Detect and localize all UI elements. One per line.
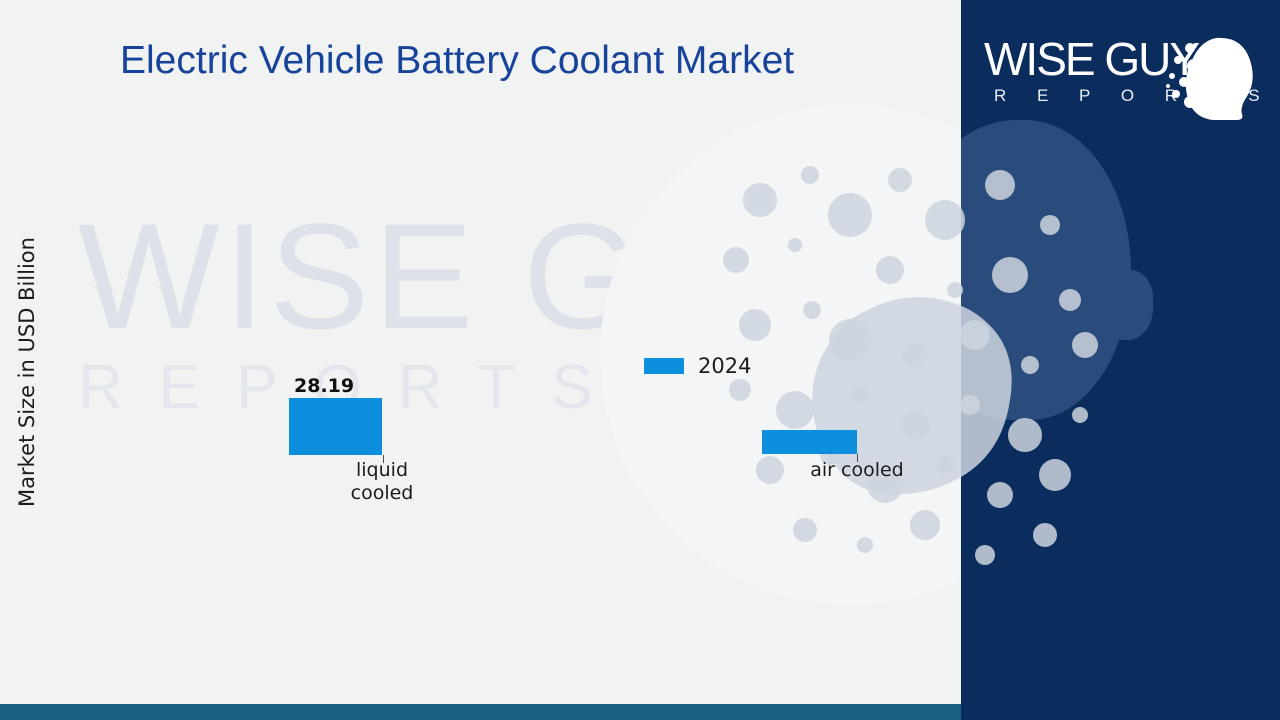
- tick-mark-1: [857, 454, 858, 462]
- bar-air-cooled[interactable]: [762, 430, 857, 454]
- bar-liquid-cooled[interactable]: [289, 398, 382, 455]
- tick-mark-0: [383, 455, 384, 463]
- legend-swatch-2024: [644, 358, 684, 374]
- bar-category-label-0: liquid cooled: [350, 459, 414, 504]
- head-silhouette-icon: [961, 120, 1153, 420]
- legend-label-2024: 2024: [698, 354, 752, 378]
- logo-head-icon: [1166, 37, 1253, 120]
- bar-category-label-1: air cooled: [810, 459, 904, 481]
- page-title: Electric Vehicle Battery Coolant Market: [120, 39, 795, 82]
- logo: WISE GUY R E P O R T S: [980, 32, 1260, 122]
- y-axis-label: Market Size in USD Billion: [15, 237, 39, 507]
- logo-primary-text: WISE GUY: [984, 33, 1200, 85]
- plot-area: Market Size in USD Billion 28.19 liquid …: [15, 237, 904, 507]
- bottom-accent-strip: [0, 704, 961, 720]
- legend[interactable]: 2024: [644, 354, 751, 378]
- bar-value-label-0: 28.19: [294, 375, 355, 397]
